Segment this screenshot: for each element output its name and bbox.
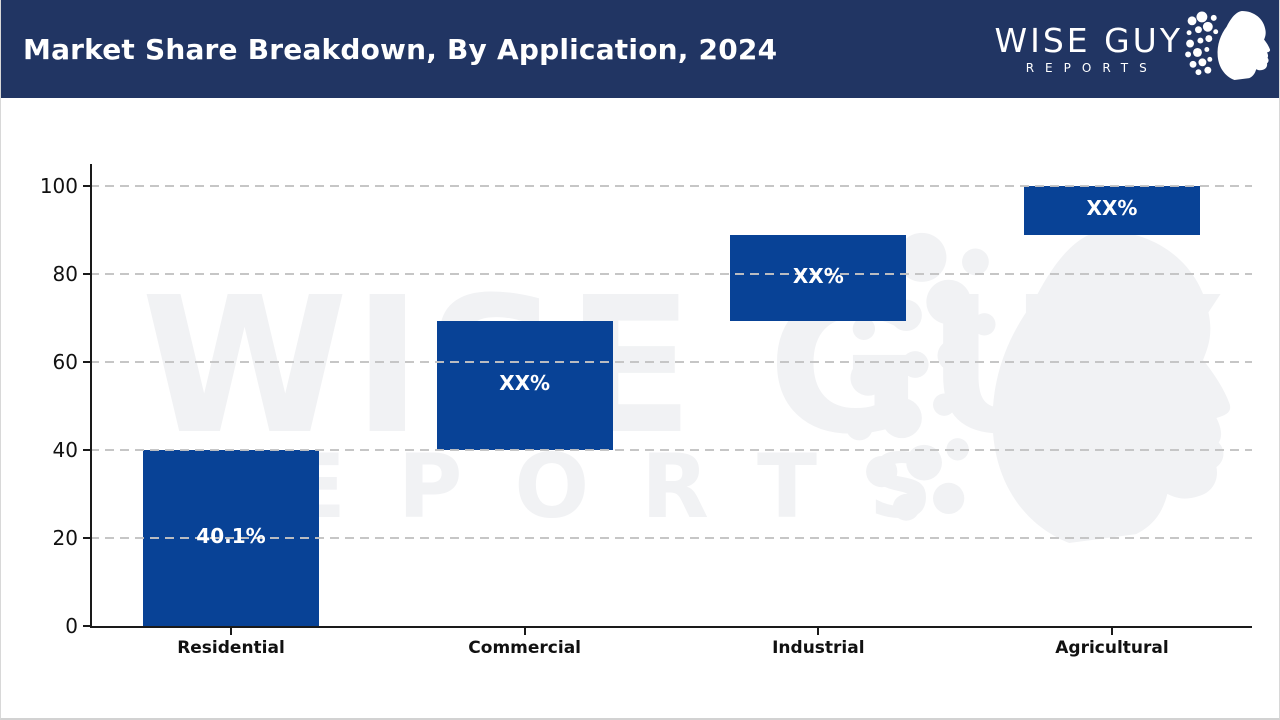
- logo-reports-text: REPORTS: [1025, 61, 1158, 75]
- header-banner: Market Share Breakdown, By Application, …: [1, 0, 1279, 98]
- y-tick-label: 0: [65, 614, 78, 638]
- gridline: [90, 449, 1252, 451]
- watermark-head-icon: [846, 226, 1270, 565]
- gridline: [90, 273, 1252, 275]
- logo-text: WISE GUY REPORTS: [994, 24, 1183, 74]
- y-tick-mark: [83, 625, 90, 627]
- bar: [1024, 186, 1200, 235]
- x-tick-mark: [523, 628, 526, 635]
- y-tick-mark: [83, 537, 90, 539]
- chart-area: WISE GUY REPORTS 40.1% Residential XX% Comm…: [1, 98, 1279, 718]
- bar-value-label: 40.1%: [196, 523, 266, 548]
- x-category-label: Agricultural: [1055, 638, 1169, 658]
- x-category-label: Industrial: [772, 638, 865, 658]
- y-tick-mark: [83, 361, 90, 363]
- y-tick-mark: [83, 449, 90, 451]
- y-axis-line: [90, 164, 92, 628]
- x-tick-mark: [230, 628, 232, 635]
- bar: [730, 234, 907, 321]
- y-tick-label: 100: [39, 174, 78, 198]
- y-tick-label: 40: [52, 438, 78, 462]
- bar-value-label: XX%: [792, 264, 844, 288]
- logo-wise-guy-text: WISE GUY: [994, 21, 1183, 60]
- gridline: [90, 361, 1252, 363]
- page-title: Market Share Breakdown, By Application, …: [23, 32, 778, 66]
- x-category-label: Residential: [177, 638, 285, 658]
- bar-value-label: XX%: [499, 371, 551, 396]
- x-axis-line: [90, 626, 1252, 628]
- logo-head-icon: [1185, 10, 1279, 88]
- x-tick-mark: [1111, 628, 1113, 635]
- y-tick-mark: [83, 273, 90, 275]
- y-tick-mark: [83, 185, 90, 187]
- logo: WISE GUY REPORTS: [994, 10, 1275, 88]
- x-category-label: Commercial: [468, 638, 581, 658]
- x-tick-mark: [817, 628, 820, 635]
- bar-value-label: XX%: [1086, 196, 1138, 221]
- gridline: [90, 185, 1252, 187]
- y-tick-label: 80: [52, 262, 78, 286]
- bar: [436, 321, 613, 450]
- gridline: [90, 537, 1252, 539]
- y-tick-label: 60: [52, 350, 78, 374]
- y-tick-label: 20: [52, 526, 78, 550]
